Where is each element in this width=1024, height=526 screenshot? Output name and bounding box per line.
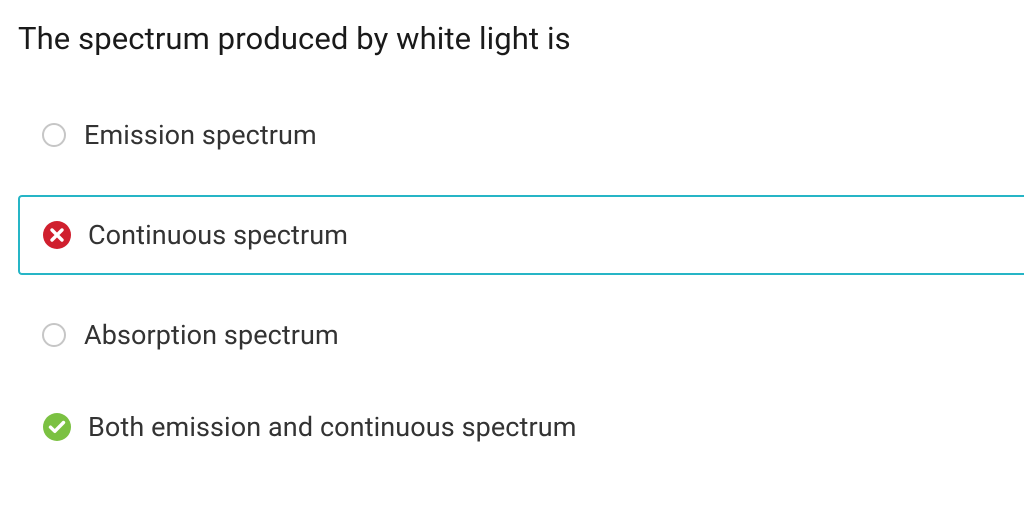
radio-unselected-icon bbox=[42, 323, 66, 347]
quiz-container: The spectrum produced by white light is … bbox=[0, 0, 1024, 459]
option-label: Emission spectrum bbox=[84, 119, 317, 151]
question-prompt: The spectrum produced by white light is bbox=[18, 20, 1024, 57]
radio-unselected-icon bbox=[42, 123, 66, 147]
option-continuous-spectrum[interactable]: Continuous spectrum bbox=[18, 195, 1024, 275]
correct-answer-icon bbox=[42, 412, 72, 442]
option-both-emission-continuous[interactable]: Both emission and continuous spectrum bbox=[18, 395, 1024, 459]
option-label: Absorption spectrum bbox=[84, 319, 339, 351]
option-label: Both emission and continuous spectrum bbox=[88, 411, 577, 443]
option-emission-spectrum[interactable]: Emission spectrum bbox=[18, 103, 1024, 167]
wrong-answer-icon bbox=[42, 220, 72, 250]
option-absorption-spectrum[interactable]: Absorption spectrum bbox=[18, 303, 1024, 367]
option-label: Continuous spectrum bbox=[88, 219, 348, 251]
